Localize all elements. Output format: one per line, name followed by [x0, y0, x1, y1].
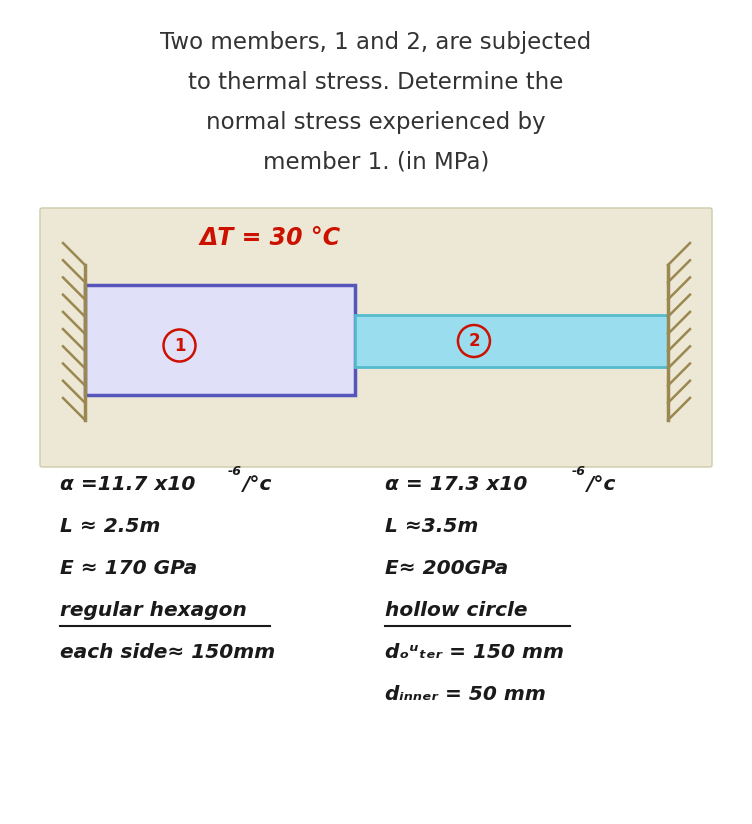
Text: normal stress experienced by: normal stress experienced by — [206, 110, 546, 133]
Text: /°c: /°c — [243, 475, 272, 494]
Text: hollow circle: hollow circle — [385, 601, 527, 620]
Text: -6: -6 — [572, 465, 586, 477]
Text: /°c: /°c — [587, 475, 617, 494]
Text: -6: -6 — [228, 465, 242, 477]
Text: 1: 1 — [174, 336, 185, 354]
Text: dᵢₙₙₑᵣ = 50 mm: dᵢₙₙₑᵣ = 50 mm — [385, 685, 546, 704]
Text: ΔT = 30 °C: ΔT = 30 °C — [199, 226, 341, 250]
Text: 2: 2 — [468, 332, 480, 350]
FancyBboxPatch shape — [40, 208, 712, 467]
Text: L ≈ 2.5m: L ≈ 2.5m — [60, 517, 160, 536]
Text: each side≈ 150mm: each side≈ 150mm — [60, 643, 275, 662]
Text: E≈ 200GPa: E≈ 200GPa — [385, 559, 508, 578]
Bar — [355, 315, 668, 367]
Text: member 1. (in MPa): member 1. (in MPa) — [262, 151, 490, 174]
Text: Two members, 1 and 2, are subjected: Two members, 1 and 2, are subjected — [160, 30, 592, 54]
Text: α = 17.3 x10: α = 17.3 x10 — [385, 475, 527, 494]
Text: to thermal stress. Determine the: to thermal stress. Determine the — [188, 71, 564, 93]
Text: regular hexagon: regular hexagon — [60, 601, 247, 620]
Text: dₒᵘₜₑᵣ = 150 mm: dₒᵘₜₑᵣ = 150 mm — [385, 643, 564, 662]
Text: α =11.7 x10: α =11.7 x10 — [60, 475, 196, 494]
Bar — [85, 285, 355, 395]
Text: E ≈ 170 GPa: E ≈ 170 GPa — [60, 559, 197, 578]
Text: L ≈3.5m: L ≈3.5m — [385, 517, 478, 536]
